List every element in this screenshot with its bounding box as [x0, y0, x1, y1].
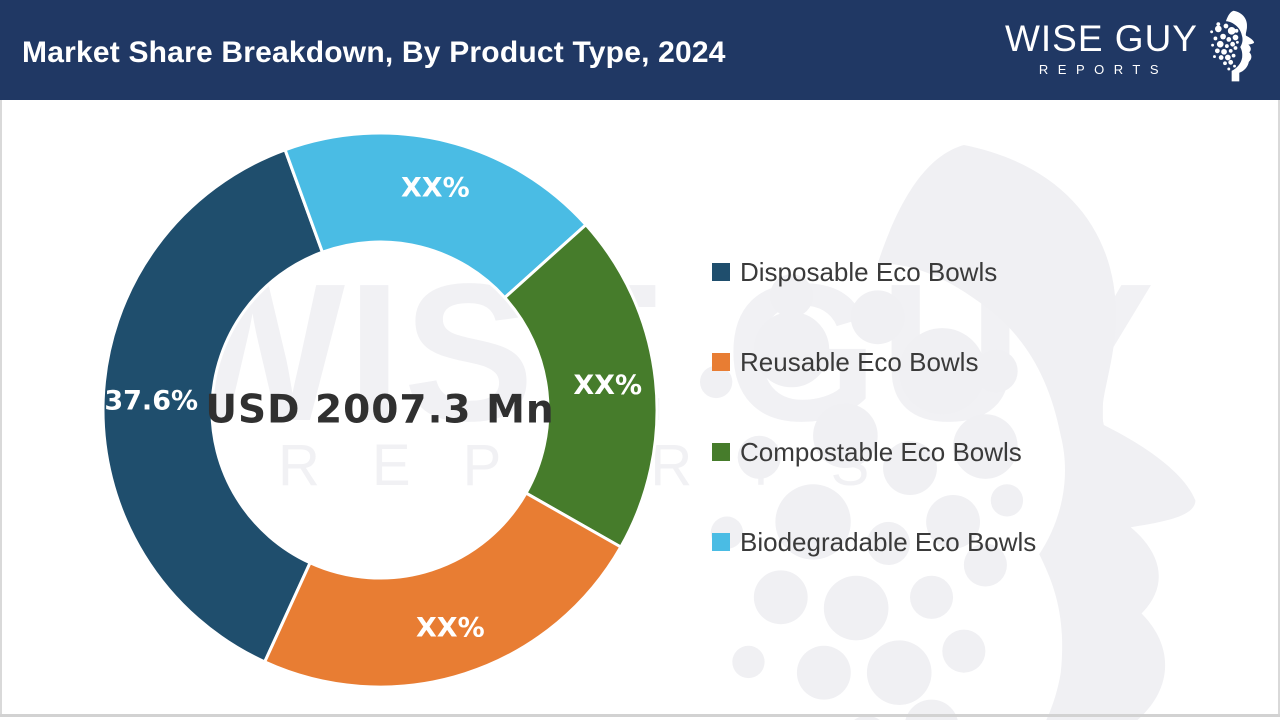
logo-wiseguy-text: WISE GUY	[1004, 17, 1198, 59]
legend-label: Compostable Eco Bowls	[740, 436, 1022, 467]
legend-swatch-reusable	[712, 353, 730, 371]
legend-swatch-disposable	[712, 263, 730, 281]
segment-percent-label: 37.6%	[104, 385, 198, 416]
logo-face-icon	[1204, 8, 1266, 88]
legend-item-disposable: Disposable Eco Bowls	[712, 254, 1036, 290]
legend-swatch-biodegradable	[712, 533, 730, 551]
logo-text: WISE GUY REPORTS	[1005, 20, 1198, 77]
donut-chart: 37.6% XX% XX% XX% USD 2007.3 Mn	[101, 131, 659, 689]
legend-label: Reusable Eco Bowls	[740, 346, 979, 377]
left-border	[0, 100, 2, 716]
segment-percent-label: XX%	[401, 172, 470, 203]
segment-percent-label: XX%	[573, 370, 642, 401]
center-value-label: USD 2007.3 Mn	[205, 388, 554, 433]
legend: Disposable Eco Bowls Reusable Eco Bowls …	[712, 254, 1036, 614]
segment-percent-label: XX%	[416, 612, 485, 643]
bottom-border	[0, 714, 1280, 717]
legend-label: Disposable Eco Bowls	[740, 256, 998, 287]
legend-label: Biodegradable Eco Bowls	[740, 526, 1037, 557]
legend-item-compostable: Compostable Eco Bowls	[712, 434, 1036, 470]
logo-reports-text: REPORTS	[1038, 61, 1169, 77]
donut-segment	[503, 223, 659, 549]
donut-segment	[283, 131, 588, 300]
header-bar: Market Share Breakdown, By Product Type,…	[0, 0, 1280, 100]
legend-item-biodegradable: Biodegradable Eco Bowls	[712, 524, 1036, 560]
page-title: Market Share Breakdown, By Product Type,…	[22, 36, 726, 69]
donut-segment	[263, 491, 623, 689]
donut-segment	[101, 148, 324, 664]
legend-item-reusable: Reusable Eco Bowls	[712, 344, 1036, 380]
wiseguy-logo: WISE GUY REPORTS	[1005, 8, 1266, 88]
right-border	[1278, 100, 1280, 716]
legend-swatch-compostable	[712, 443, 730, 461]
